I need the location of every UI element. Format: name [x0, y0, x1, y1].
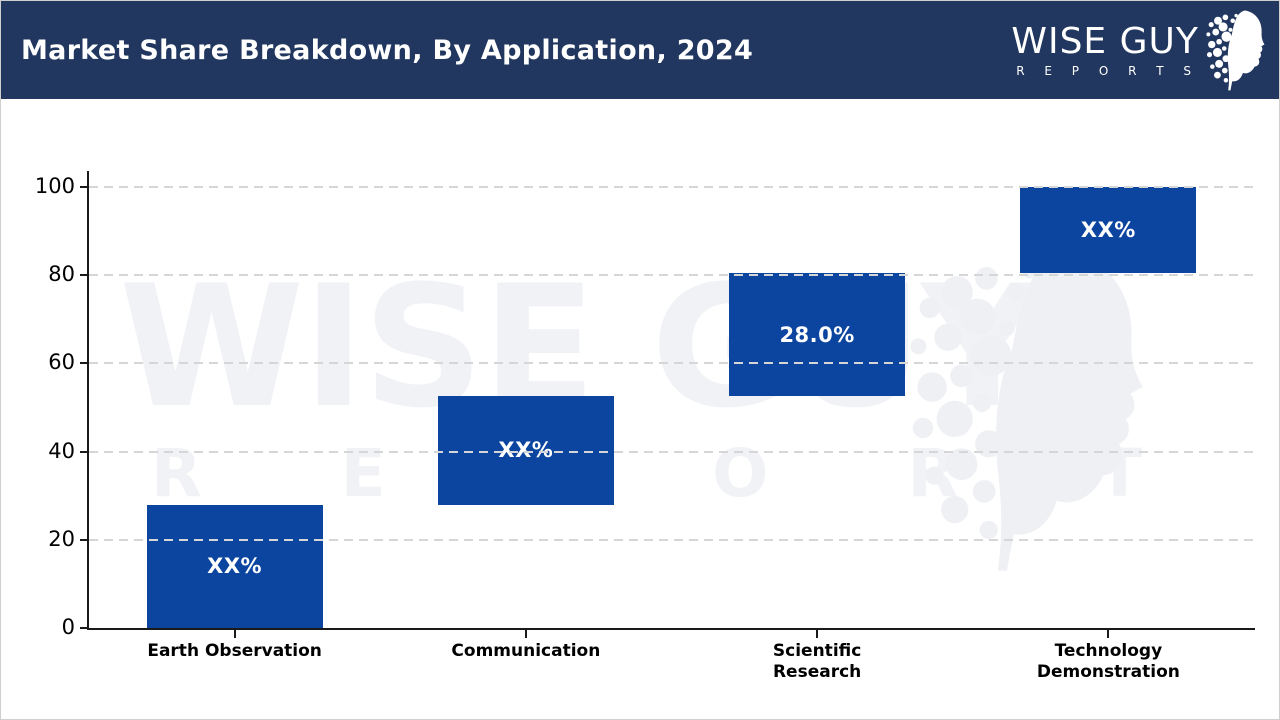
- header-banner: Market Share Breakdown, By Application, …: [1, 1, 1279, 99]
- gridline: [89, 274, 1254, 277]
- gridline: [89, 362, 1254, 365]
- bar-value-label: XX%: [207, 554, 263, 579]
- y-tick-mark: [80, 274, 88, 277]
- bar-communication: XX%: [437, 396, 614, 505]
- brand-logo-subtitle: R E P O R T S: [1016, 63, 1199, 78]
- y-tick-label: 0: [61, 615, 75, 639]
- y-tick-mark: [80, 450, 88, 453]
- x-axis-label-communication: Communication: [451, 641, 601, 661]
- y-axis-line: [87, 171, 89, 629]
- y-tick-label: 40: [48, 438, 75, 463]
- brand-logo: WISE GUY R E P O R T S: [1011, 6, 1269, 95]
- bar-scientific-research: 28.0%: [729, 272, 906, 397]
- x-tick-mark: [1107, 630, 1110, 638]
- brand-logo-wordmark: WISE GUY: [1011, 20, 1199, 62]
- gridline: [89, 538, 1254, 541]
- x-axis-label-scientific-research: Scientific Research: [772, 641, 862, 682]
- y-tick-mark: [80, 538, 88, 541]
- y-tick-label: 100: [34, 174, 75, 198]
- brand-logo-text: WISE GUY R E P O R T S: [1011, 20, 1199, 78]
- gridline: [89, 186, 1254, 188]
- bar-value-label: 28.0%: [779, 322, 855, 347]
- x-axis-line: [87, 628, 1255, 630]
- gridline: [89, 450, 1254, 453]
- bar-value-label: XX%: [1080, 217, 1136, 242]
- bar-earth-observation: XX%: [146, 504, 323, 628]
- x-tick-mark: [524, 630, 527, 638]
- x-axis-label-earth-observation: Earth Observation: [147, 641, 322, 661]
- y-tick-mark: [80, 627, 88, 629]
- page-title: Market Share Breakdown, By Application, …: [21, 34, 754, 66]
- x-tick-mark: [233, 630, 236, 638]
- bar-technology-demonstration: XX%: [1020, 187, 1197, 273]
- y-tick-mark: [80, 186, 88, 188]
- y-tick-label: 60: [48, 350, 75, 375]
- y-tick-mark: [80, 362, 88, 365]
- x-axis-label-technology-demonstration: Technology Demonstration: [1036, 641, 1180, 682]
- x-tick-mark: [816, 630, 819, 638]
- y-tick-label: 20: [48, 526, 75, 551]
- y-tick-label: 80: [48, 262, 75, 287]
- bar-value-label: XX%: [498, 438, 554, 463]
